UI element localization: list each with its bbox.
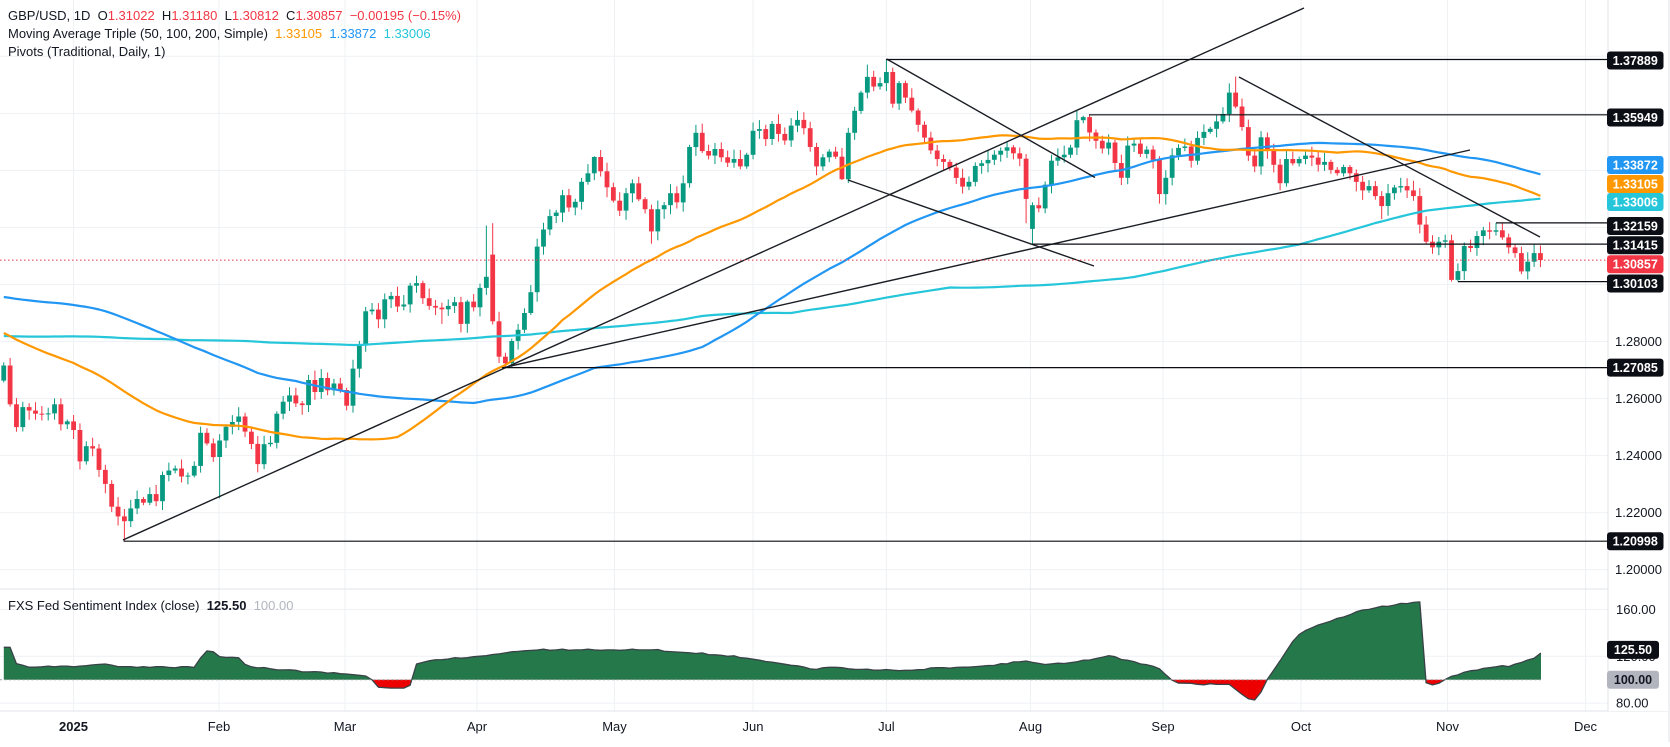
svg-text:1.30103: 1.30103 <box>1613 277 1658 291</box>
svg-text:1.26000: 1.26000 <box>1615 391 1662 406</box>
svg-text:1.24000: 1.24000 <box>1615 448 1662 463</box>
svg-text:Feb: Feb <box>208 719 230 734</box>
svg-text:May: May <box>602 719 627 734</box>
svg-text:Aug: Aug <box>1019 719 1042 734</box>
svg-text:2025: 2025 <box>59 719 88 734</box>
svg-text:FXS Fed Sentiment Index (close: FXS Fed Sentiment Index (close) 125.50 1… <box>8 598 293 613</box>
svg-text:80.00: 80.00 <box>1616 696 1649 711</box>
svg-text:1.20000: 1.20000 <box>1615 562 1662 577</box>
svg-text:Dec: Dec <box>1574 719 1598 734</box>
svg-text:125.50: 125.50 <box>1614 643 1652 657</box>
svg-text:1.27085: 1.27085 <box>1613 361 1658 375</box>
svg-text:1.33872: 1.33872 <box>1613 158 1658 172</box>
svg-text:100.00: 100.00 <box>1614 673 1652 687</box>
svg-text:Oct: Oct <box>1291 719 1312 734</box>
svg-text:Nov: Nov <box>1436 719 1460 734</box>
svg-text:1.33105: 1.33105 <box>1613 177 1658 191</box>
svg-text:1.35949: 1.35949 <box>1613 111 1658 125</box>
svg-text:1.22000: 1.22000 <box>1615 505 1662 520</box>
svg-text:Moving Average Triple (50, 100: Moving Average Triple (50, 100, 200, Sim… <box>8 26 431 41</box>
svg-text:Apr: Apr <box>467 719 488 734</box>
svg-text:Pivots (Traditional, Daily, 1): Pivots (Traditional, Daily, 1) <box>8 44 166 59</box>
svg-text:Mar: Mar <box>334 719 357 734</box>
svg-text:1.28000: 1.28000 <box>1615 334 1662 349</box>
svg-text:Jun: Jun <box>743 719 764 734</box>
svg-text:1.20998: 1.20998 <box>1613 535 1658 549</box>
svg-text:1.32159: 1.32159 <box>1613 219 1658 233</box>
svg-text:1.31415: 1.31415 <box>1613 239 1658 253</box>
svg-text:1.33006: 1.33006 <box>1613 195 1658 209</box>
svg-text:160.00: 160.00 <box>1616 602 1656 617</box>
svg-text:GBP/USD, 1D O1.31022 H1.3118: GBP/USD, 1D O1.31022 H1.31180 L1.30812 C… <box>8 8 461 23</box>
svg-text:Jul: Jul <box>878 719 895 734</box>
svg-text:Sep: Sep <box>1151 719 1174 734</box>
svg-text:1.37889: 1.37889 <box>1613 54 1658 68</box>
svg-text:1.30857: 1.30857 <box>1613 258 1658 272</box>
